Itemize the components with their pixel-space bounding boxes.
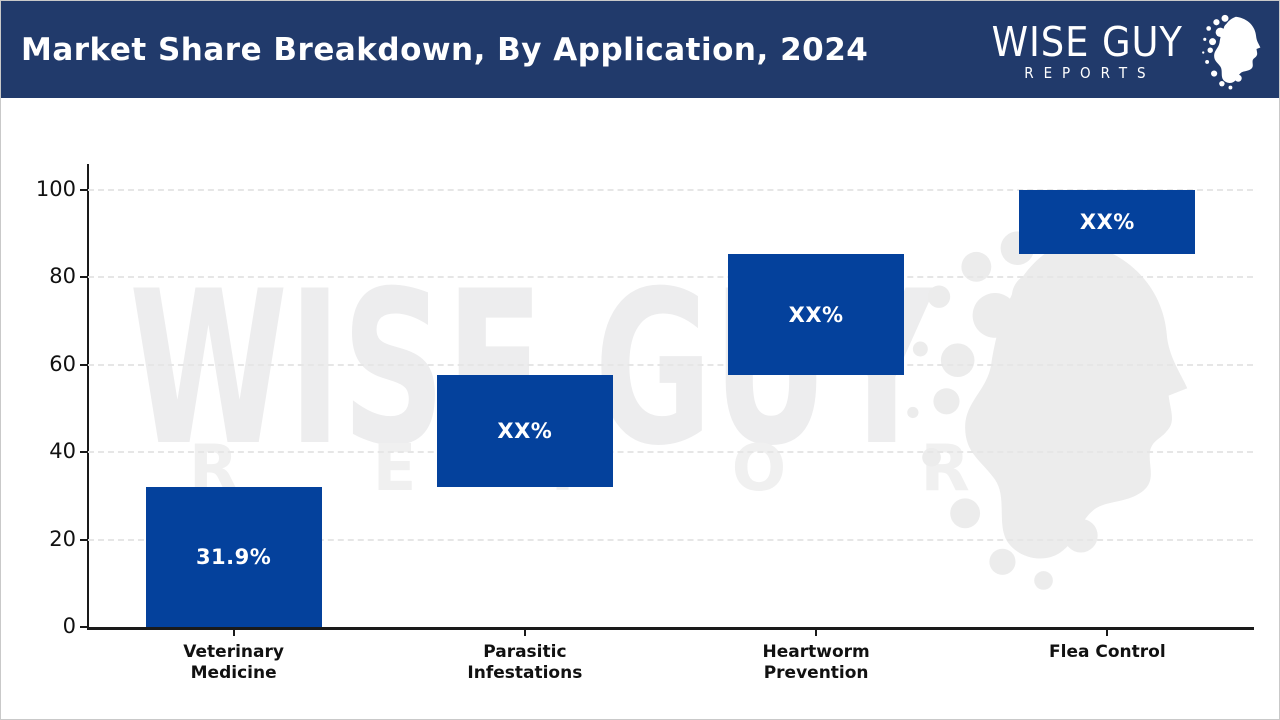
- y-tick-label-60: 60: [49, 351, 76, 376]
- gridline-60: [88, 363, 1253, 366]
- logo-text: WISE GUY REPORTS: [991, 20, 1182, 82]
- y-tick-0: [80, 626, 88, 628]
- bar-segment: 31.9%: [145, 487, 322, 627]
- category-label-line: Heartworm: [762, 642, 870, 662]
- gridline-100: [88, 188, 1253, 191]
- header: Market Share Breakdown, By Application, …: [1, 1, 1279, 98]
- y-tick-label-0: 0: [62, 614, 76, 638]
- logo-subtext: REPORTS: [1023, 64, 1156, 82]
- category-label: Parasitic Infestations: [415, 642, 635, 684]
- y-tick-label-20: 20: [49, 526, 76, 551]
- logo-wordmark: WISE GUY: [991, 18, 1183, 66]
- y-tick-label-40: 40: [49, 439, 76, 463]
- category-label: Heartworm Prevention: [706, 642, 926, 684]
- y-tick-100: [80, 188, 88, 191]
- wiseguy-logo: WISE GUY REPORTS: [981, 7, 1267, 95]
- x-tick: [1106, 627, 1109, 636]
- category-label-line: Infestations: [467, 663, 583, 683]
- y-tick-60: [80, 363, 88, 366]
- category-label: Veterinary Medicine: [124, 642, 344, 684]
- category-label-line: Flea Control: [1049, 642, 1166, 662]
- bar-value-label: XX%: [497, 419, 553, 444]
- category-label-line: Medicine: [190, 663, 277, 683]
- x-tick: [815, 627, 818, 636]
- bar-value-label: 31.9%: [195, 545, 272, 570]
- bar-segment: XX%: [728, 254, 905, 375]
- gridline-80: [88, 276, 1253, 278]
- y-tick-40: [80, 451, 88, 453]
- category-label-line: Prevention: [763, 663, 869, 683]
- y-tick-label-100: 100: [35, 176, 76, 201]
- gridline-20: [88, 538, 1253, 541]
- y-tick-20: [80, 538, 88, 541]
- x-axis-line: [87, 627, 1254, 630]
- category-label: Flea Control: [997, 642, 1217, 663]
- bar-segment: XX%: [436, 375, 613, 488]
- y-tick-label-80: 80: [49, 264, 76, 288]
- y-axis-line: [87, 164, 89, 628]
- page-title: Market Share Breakdown, By Application, …: [21, 31, 869, 68]
- gridline-40: [88, 451, 1253, 453]
- bar-segment: XX%: [1019, 189, 1196, 255]
- bar-value-label: XX%: [1079, 209, 1135, 234]
- category-label-line: Veterinary: [183, 642, 284, 662]
- x-tick: [523, 627, 526, 636]
- x-tick: [232, 627, 235, 636]
- bar-value-label: XX%: [788, 302, 844, 327]
- y-tick-80: [80, 276, 88, 278]
- category-label-line: Parasitic: [483, 642, 567, 662]
